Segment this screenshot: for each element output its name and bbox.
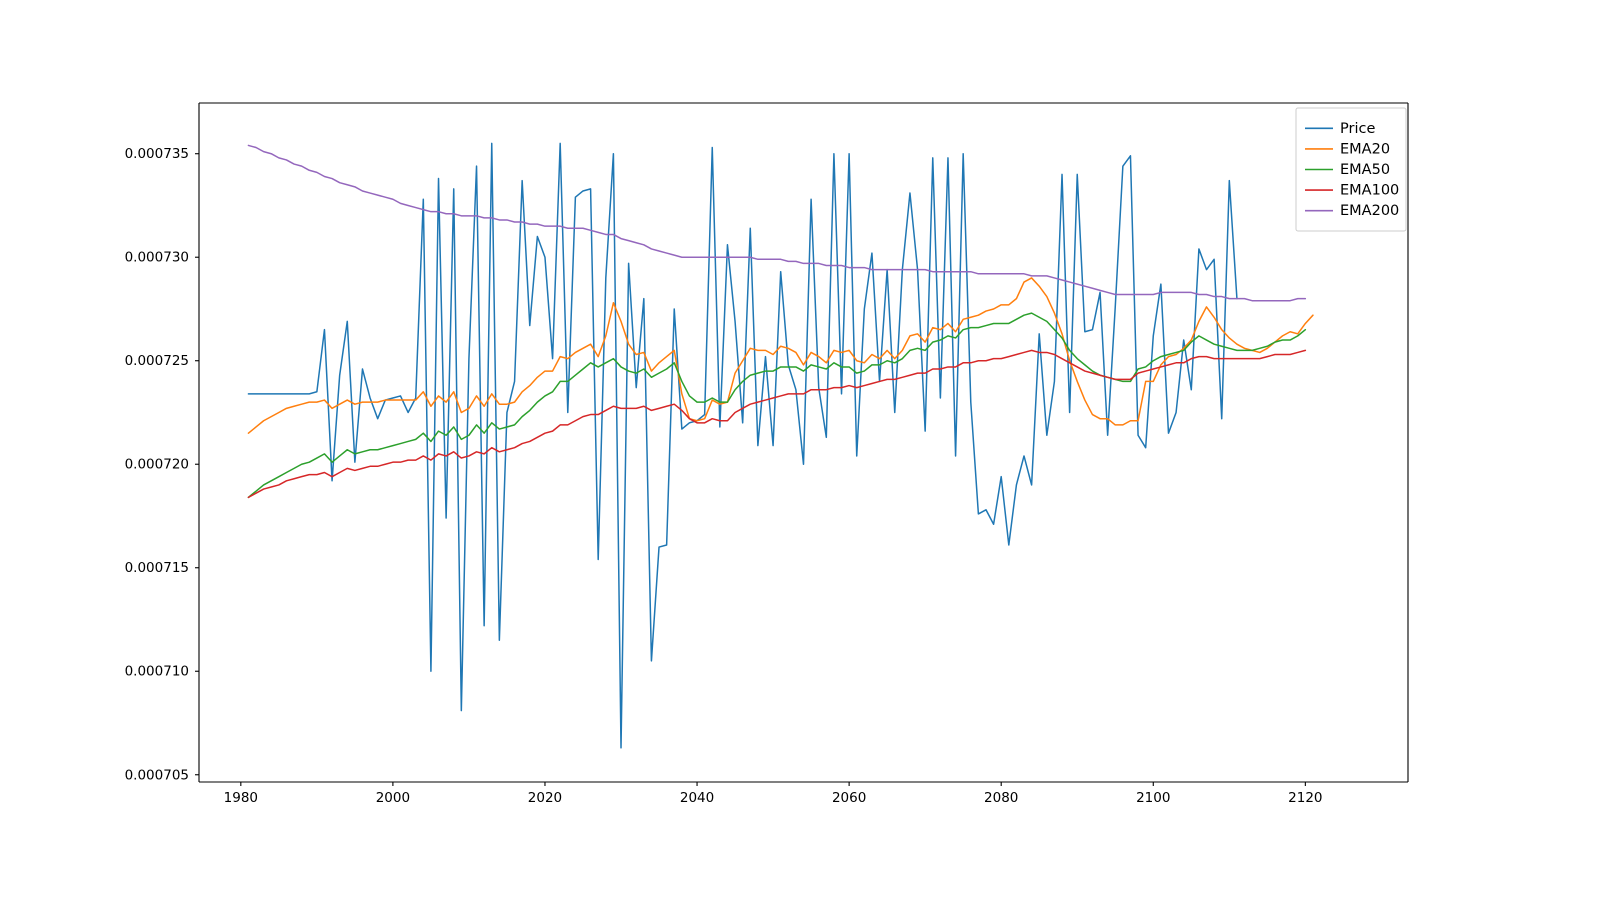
chart-legend[interactable]: Price EMA20 EMA50 EMA100 EMA200 — [1295, 107, 1407, 232]
series-line-price — [247, 142, 1238, 749]
axes-spines — [198, 102, 1409, 783]
y-axis-tick-marks — [195, 153, 199, 776]
legend-label-ema20: EMA20 — [1340, 141, 1390, 157]
legend-frame — [1295, 107, 1407, 232]
y-axis-tick-labels: 0.000705 0.000710 0.000715 0.000720 0.000725… — [125, 146, 189, 783]
x-tick-label: 1980 — [224, 790, 258, 806]
x-axis-tick-marks — [240, 782, 1306, 786]
series-line-ema50 — [247, 312, 1307, 499]
legend-label-ema200: EMA200 — [1340, 203, 1399, 219]
x-tick-label: 2000 — [376, 790, 410, 806]
x-tick-label: 2020 — [528, 790, 562, 806]
x-axis-tick-labels: 1980 2000 2020 2040 2060 2080 2100 2120 — [224, 790, 1323, 806]
series-line-ema200 — [247, 144, 1307, 302]
x-tick-label: 2060 — [832, 790, 866, 806]
y-tick-label: 0.000705 — [125, 767, 189, 783]
y-tick-label: 0.000730 — [125, 250, 189, 266]
y-tick-label: 0.000715 — [125, 560, 189, 576]
series-line-ema20 — [247, 277, 1314, 434]
legend-label-price: Price — [1340, 121, 1375, 137]
legend-label-ema100: EMA100 — [1340, 183, 1399, 199]
y-tick-label: 0.000710 — [125, 664, 189, 680]
series-line-ema100 — [247, 349, 1307, 499]
x-tick-label: 2040 — [680, 790, 714, 806]
x-tick-label: 2080 — [984, 790, 1018, 806]
data-series-group — [247, 142, 1314, 749]
y-tick-label: 0.000735 — [125, 146, 189, 162]
x-tick-label: 2100 — [1136, 790, 1170, 806]
y-tick-label: 0.000725 — [125, 353, 189, 369]
y-tick-label: 0.000720 — [125, 457, 189, 473]
legend-label-ema50: EMA50 — [1340, 162, 1390, 178]
x-tick-label: 2120 — [1288, 790, 1322, 806]
